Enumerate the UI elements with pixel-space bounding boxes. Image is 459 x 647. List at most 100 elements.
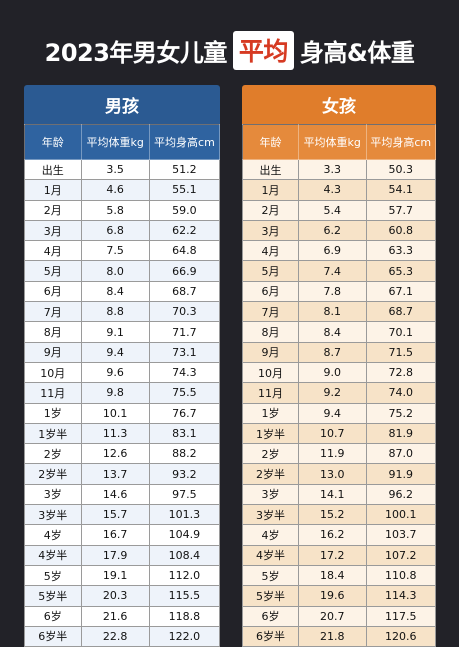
boys-weight-cell: 15.7 (80, 504, 150, 526)
girls-height-cell: 57.7 (365, 199, 437, 221)
boys-weight-cell: 19.1 (80, 564, 150, 587)
girls-table-row: 6岁 20.7 117.5 (242, 605, 437, 627)
girls-height-cell: 60.8 (365, 219, 437, 242)
boys-weight-cell: 4.6 (80, 179, 150, 201)
girls-table-row: 3岁半 15.2 100.1 (242, 504, 437, 526)
girls-height-cell: 75.2 (365, 402, 437, 424)
girls-height-cell: 87.0 (365, 443, 437, 465)
boys-table-row: 4岁半 17.9 108.4 (24, 544, 221, 566)
boys-weight-cell: 9.4 (80, 341, 150, 363)
girls-table-row: 2月 5.4 57.7 (242, 199, 437, 221)
girls-table-row: 3月 6.2 60.8 (242, 219, 437, 242)
girls-table-row: 4岁半 17.2 107.2 (242, 544, 437, 566)
girls-height-cell: 65.3 (365, 260, 437, 282)
boys-table-row: 3岁半 15.7 101.3 (24, 504, 221, 526)
girls-table-row: 9月 8.7 71.5 (242, 341, 437, 363)
boys-table-row: 6岁半 22.8 122.0 (24, 625, 221, 647)
girls-col-weight: 平均体重kg (297, 124, 367, 160)
girls-age-cell: 5岁 (242, 564, 299, 587)
girls-weight-cell: 5.4 (297, 199, 367, 221)
girls-height-cell: 71.5 (365, 341, 437, 363)
girls-column-header-row: 年龄 平均体重kg 平均身高cm (242, 124, 437, 160)
boys-weight-cell: 14.6 (80, 483, 150, 506)
boys-age-cell: 7月 (24, 301, 82, 323)
girls-age-cell: 11月 (242, 382, 299, 404)
girls-height-cell: 50.3 (365, 158, 437, 181)
girls-weight-cell: 8.7 (297, 341, 367, 363)
boys-table-row: 9月 9.4 73.1 (24, 341, 221, 363)
boys-height-cell: 62.2 (148, 219, 221, 242)
girls-age-cell: 6月 (242, 280, 299, 303)
girls-weight-cell: 9.0 (297, 361, 367, 384)
girls-table-row: 4月 6.9 63.3 (242, 240, 437, 262)
title-highlight: 平均 (232, 30, 294, 70)
girls-age-cell: 6岁 (242, 605, 299, 627)
boys-height-cell: 75.5 (148, 382, 221, 404)
boys-weight-cell: 20.3 (80, 585, 150, 607)
boys-age-cell: 4岁 (24, 524, 82, 546)
girls-table-row: 1岁 9.4 75.2 (242, 402, 437, 424)
girls-age-cell: 5月 (242, 260, 299, 282)
boys-age-cell: 10月 (24, 361, 82, 384)
girls-age-cell: 3岁 (242, 483, 299, 506)
girls-col-height: 平均身高cm (365, 124, 437, 160)
boys-age-cell: 3岁半 (24, 504, 82, 526)
girls-height-cell: 72.8 (365, 361, 437, 384)
girls-table-row: 11月 9.2 74.0 (242, 382, 437, 404)
boys-weight-cell: 12.6 (80, 443, 150, 465)
boys-age-cell: 6岁 (24, 605, 82, 627)
boys-height-cell: 104.9 (148, 524, 221, 546)
boys-weight-cell: 13.7 (80, 463, 150, 485)
girls-table: 年龄 平均体重kg 平均身高cm 出生 3.3 50.3 1月 4.3 54.1 2月 5.4… (242, 124, 437, 647)
girls-age-cell: 7月 (242, 301, 299, 323)
girls-age-cell: 1月 (242, 179, 299, 201)
boys-header: 男孩 (24, 85, 220, 124)
girls-table-row: 4岁 16.2 103.7 (242, 524, 437, 546)
girls-height-cell: 114.3 (365, 585, 437, 607)
boys-age-cell: 2岁 (24, 443, 82, 465)
girls-weight-cell: 17.2 (297, 544, 367, 566)
girls-age-cell: 1岁 (242, 402, 299, 424)
boys-weight-cell: 8.8 (80, 301, 150, 323)
boys-age-cell: 出生 (24, 158, 82, 181)
girls-age-cell: 4岁半 (242, 544, 299, 566)
boys-height-cell: 101.3 (148, 504, 221, 526)
boys-age-cell: 11月 (24, 382, 82, 404)
girls-table-row: 3岁 14.1 96.2 (242, 483, 437, 506)
boys-age-cell: 5岁 (24, 564, 82, 587)
boys-height-cell: 88.2 (148, 443, 221, 465)
boys-col-weight: 平均体重kg (80, 124, 150, 160)
boys-age-cell: 9月 (24, 341, 82, 363)
boys-weight-cell: 16.7 (80, 524, 150, 546)
girls-height-cell: 117.5 (365, 605, 437, 627)
girls-weight-cell: 6.9 (297, 240, 367, 262)
boys-age-cell: 1月 (24, 179, 82, 201)
boys-height-cell: 59.0 (148, 199, 221, 221)
boys-weight-cell: 9.8 (80, 382, 150, 404)
boys-height-cell: 112.0 (148, 564, 221, 587)
girls-age-cell: 10月 (242, 361, 299, 384)
girls-table-body: 出生 3.3 50.3 1月 4.3 54.1 2月 5.4 57.7 3月 6.2 60.8 4月 6.… (242, 158, 437, 647)
girls-age-cell: 5岁半 (242, 585, 299, 607)
girls-weight-cell: 20.7 (297, 605, 367, 627)
boys-weight-cell: 3.5 (80, 158, 150, 181)
girls-age-cell: 3岁半 (242, 504, 299, 526)
boys-table-row: 6月 8.4 68.7 (24, 280, 221, 303)
boys-weight-cell: 7.5 (80, 240, 150, 262)
boys-table-row: 11月 9.8 75.5 (24, 382, 221, 404)
boys-panel: 男孩 年龄 平均体重kg 平均身高cm 出生 3.5 51.2 1月 4.6 55.1 2月… (24, 85, 221, 647)
girls-weight-cell: 9.2 (297, 382, 367, 404)
girls-panel: 女孩 年龄 平均体重kg 平均身高cm 出生 3.3 50.3 1月 4.3 54.1 2月… (242, 85, 437, 647)
boys-height-cell: 93.2 (148, 463, 221, 485)
boys-height-cell: 71.7 (148, 321, 221, 343)
girls-table-row: 5岁 18.4 110.8 (242, 564, 437, 587)
boys-table-row: 2月 5.8 59.0 (24, 199, 221, 221)
boys-age-cell: 5岁半 (24, 585, 82, 607)
boys-weight-cell: 21.6 (80, 605, 150, 627)
boys-table-row: 1岁半 11.3 83.1 (24, 422, 221, 445)
girls-table-row: 5月 7.4 65.3 (242, 260, 437, 282)
boys-age-cell: 6岁半 (24, 625, 82, 647)
boys-weight-cell: 8.4 (80, 280, 150, 303)
boys-table-row: 出生 3.5 51.2 (24, 158, 221, 181)
boys-table-row: 3岁 14.6 97.5 (24, 483, 221, 506)
